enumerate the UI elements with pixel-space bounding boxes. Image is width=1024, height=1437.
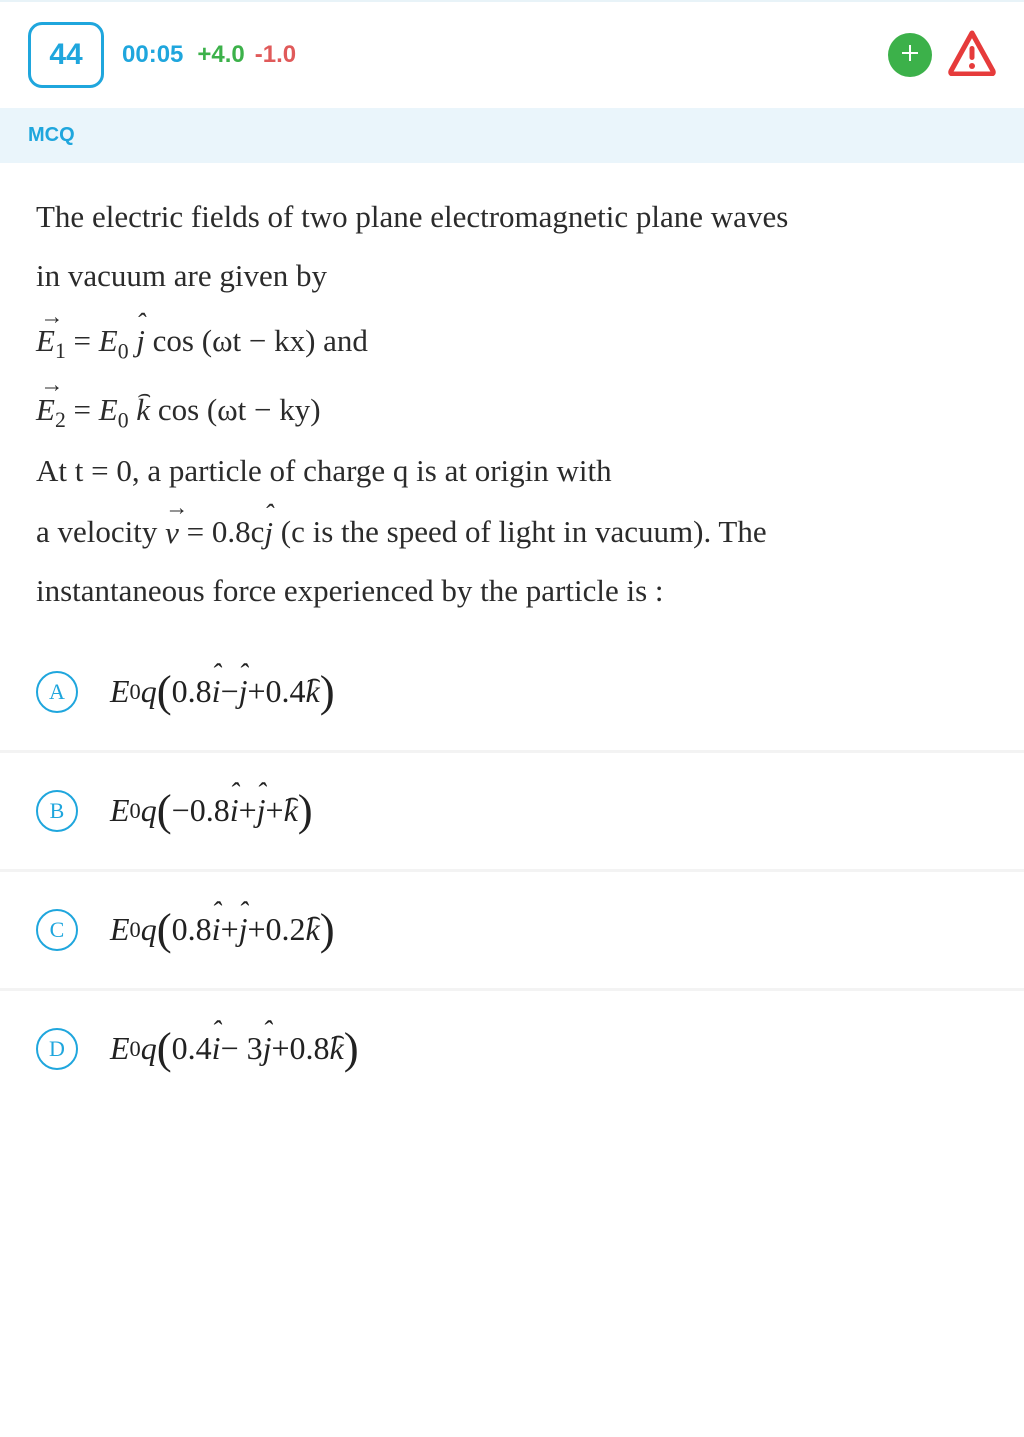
optD-op2: + <box>272 1030 290 1067</box>
optA-ihat: i <box>212 673 221 710</box>
optB-E0sub: 0 <box>130 798 141 824</box>
eq2-sub: 2 <box>55 408 66 432</box>
optD-jhat: j <box>263 1030 272 1067</box>
eq2-equals: = <box>74 392 99 427</box>
q3b-post: (c is the speed of light in vacuum). The <box>273 515 767 550</box>
eq1-jhat: j <box>136 315 145 368</box>
option-letter-d: D <box>36 1028 78 1070</box>
optA-lparen: ( <box>157 665 172 717</box>
eq1-tail: and <box>323 323 368 358</box>
optC-E: E <box>110 911 130 948</box>
eq1-sub: 1 <box>55 340 66 364</box>
option-b[interactable]: B E0q ( −0.8i + j + k ) <box>0 753 1024 872</box>
option-letter-a: A <box>36 671 78 713</box>
optC-E0sub: 0 <box>130 917 141 943</box>
option-d[interactable]: D E0q ( 0.4i − 3 j + 0.8k ) <box>0 991 1024 1107</box>
optA-khat: k <box>306 673 320 710</box>
optB-ihat: i <box>230 792 239 829</box>
positive-marks: +4.0 <box>197 41 244 69</box>
optC-lparen: ( <box>157 903 172 955</box>
optA-op1: − <box>221 673 239 710</box>
optD-rparen: ) <box>344 1022 359 1074</box>
eq1-trig: cos (ωt − kx) <box>153 323 316 358</box>
eq1-E0sub: 0 <box>118 340 129 364</box>
eq2-trig: cos (ωt − ky) <box>158 392 321 427</box>
optA-q: q <box>141 673 157 710</box>
optB-rparen: ) <box>298 784 313 836</box>
optD-op1: − 3 <box>221 1030 263 1067</box>
optB-jhat: j <box>257 792 266 829</box>
eq2-E: E <box>36 392 55 427</box>
option-d-formula: E0q ( 0.4i − 3 j + 0.8k ) <box>110 1023 359 1075</box>
optB-t1: −0.8 <box>172 792 230 829</box>
q3b-v: v <box>165 503 179 559</box>
timer: 00:05 <box>122 41 183 69</box>
optC-rparen: ) <box>320 903 335 955</box>
optA-rparen: ) <box>320 665 335 717</box>
optC-op2: + <box>248 911 266 948</box>
optD-khat: k <box>330 1030 344 1067</box>
optD-t1: 0.4 <box>172 1030 212 1067</box>
option-letter-c: C <box>36 909 78 951</box>
optA-t1: 0.8 <box>172 673 212 710</box>
option-c[interactable]: C E0q ( 0.8i + j + 0.2k ) <box>0 872 1024 991</box>
optB-op1: + <box>239 792 257 829</box>
option-a[interactable]: A E0q ( 0.8i − j + 0.4k ) <box>0 634 1024 753</box>
optB-lparen: ( <box>157 784 172 836</box>
options-list: A E0q ( 0.8i − j + 0.4k ) B E0q ( −0.8i … <box>0 634 1024 1147</box>
optD-E: E <box>110 1030 130 1067</box>
optC-op1: + <box>221 911 239 948</box>
eq2-khat: k <box>136 384 150 437</box>
optB-op2: + <box>266 792 284 829</box>
option-c-formula: E0q ( 0.8i + j + 0.2k ) <box>110 904 335 956</box>
optC-t1: 0.8 <box>172 911 212 948</box>
eq1-equals: = <box>74 323 99 358</box>
optD-E0sub: 0 <box>130 1036 141 1062</box>
question-line-3b: a velocity v = 0.8cj (c is the speed of … <box>36 503 988 559</box>
question-text: The electric fields of two plane electro… <box>0 163 1024 634</box>
question-line-1: The electric fields of two plane electro… <box>36 191 988 244</box>
eq2-E0: E <box>99 392 118 427</box>
optD-t3: 0.8 <box>290 1030 330 1067</box>
optA-op2: + <box>248 673 266 710</box>
plus-icon <box>898 41 922 70</box>
question-number-box: 44 <box>28 22 104 88</box>
negative-marks: -1.0 <box>255 41 296 69</box>
optB-q: q <box>141 792 157 829</box>
report-button[interactable] <box>948 32 996 78</box>
equation-2: E2 = E0 k cos (ωt − ky) <box>36 381 988 439</box>
question-line-4: instantaneous force experienced by the p… <box>36 565 988 618</box>
optB-E: E <box>110 792 130 829</box>
question-type-label: MCQ <box>0 108 1024 163</box>
optC-ihat: i <box>212 911 221 948</box>
q3b-pre: a velocity <box>36 515 165 550</box>
question-line-2: in vacuum are given by <box>36 250 988 303</box>
optD-lparen: ( <box>157 1022 172 1074</box>
optA-E0sub: 0 <box>130 679 141 705</box>
option-b-formula: E0q ( −0.8i + j + k ) <box>110 785 313 837</box>
question-number: 44 <box>49 38 82 72</box>
equation-1: E1 = E0 j cos (ωt − kx) and <box>36 312 988 370</box>
optC-q: q <box>141 911 157 948</box>
q3b-jhat: j <box>264 507 273 560</box>
optA-jhat: j <box>239 673 248 710</box>
optC-t3: 0.2 <box>266 911 306 948</box>
option-a-formula: E0q ( 0.8i − j + 0.4k ) <box>110 666 335 718</box>
eq2-E0sub: 0 <box>118 408 129 432</box>
q3b-eq: = 0.8c <box>179 515 265 550</box>
option-letter-b: B <box>36 790 78 832</box>
warning-icon <box>948 30 996 81</box>
eq1-E: E <box>36 323 55 358</box>
question-header: 44 00:05 +4.0 -1.0 <box>0 0 1024 108</box>
add-button[interactable] <box>888 33 932 77</box>
optB-khat: k <box>284 792 298 829</box>
optA-t3: 0.4 <box>266 673 306 710</box>
optA-E: E <box>110 673 130 710</box>
optC-khat: k <box>306 911 320 948</box>
optD-q: q <box>141 1030 157 1067</box>
optC-jhat: j <box>239 911 248 948</box>
optD-ihat: i <box>212 1030 221 1067</box>
eq1-E0: E <box>99 323 118 358</box>
